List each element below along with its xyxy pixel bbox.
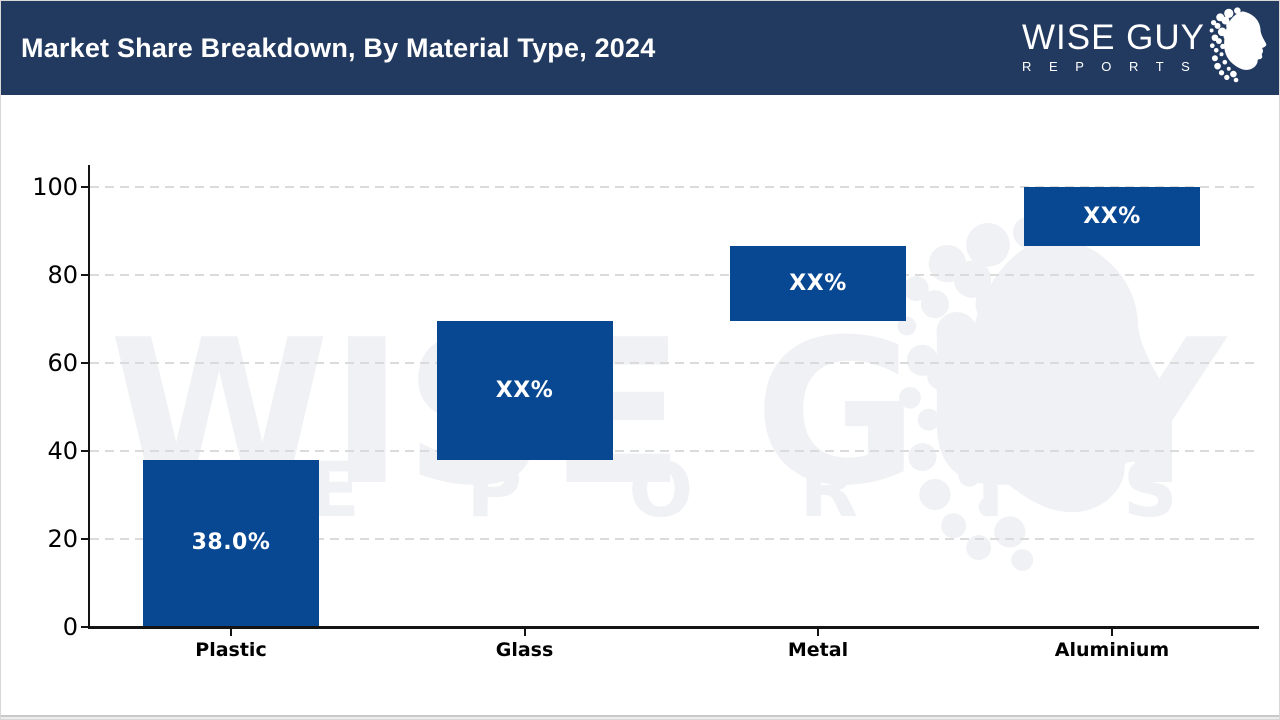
y-tick-60 [81,361,90,364]
gridline-60 [90,361,1259,364]
y-tick-40 [81,449,90,452]
x-tick-aluminium [1111,628,1113,636]
bottom-border-fade [1,717,1279,719]
wiseguy-logo: WISE GUY R E P O R T S [1022,6,1273,88]
x-tick-metal [817,628,819,636]
header-bar: Market Share Breakdown, By Material Type… [1,1,1279,95]
x-tick-plastic [230,628,232,636]
x-tick-glass [523,628,526,636]
y-tick-100 [81,186,90,189]
y-tick-label-80: 80 [47,260,78,289]
y-tick-label-0: 0 [62,612,78,641]
bar-plastic: 38.0% [143,459,319,627]
bar-aluminium: XX% [1024,187,1200,247]
logo-subtext: R E P O R T S [1021,58,1197,74]
bar-value-label: XX% [495,377,554,403]
logo-wordmark: WISE GUY [1021,18,1205,58]
bar-value-label: 38.0% [191,530,271,556]
gridline-100 [90,186,1259,189]
chart-title: Market Share Breakdown, By Material Type… [21,32,656,63]
x-axis-spine [88,625,1259,629]
bar-glass: XX% [436,320,613,460]
bar-metal: XX% [730,246,906,321]
y-tick-80 [81,273,90,276]
y-axis-spine [88,165,90,629]
gridline-80 [90,273,1259,276]
x-category-label-aluminium: Aluminium [1054,639,1170,661]
y-tick-0 [81,625,90,628]
y-tick-label-60: 60 [47,348,78,377]
x-category-label-metal: Metal [787,639,849,661]
gridline-20 [90,537,1259,540]
y-tick-20 [81,537,90,540]
y-tick-label-40: 40 [47,436,78,465]
logo-text: WISE GUY R E P O R T S [1021,18,1205,74]
x-category-label-plastic: Plastic [195,639,267,661]
y-tick-label-100: 100 [32,173,78,202]
logo-head-icon [1209,7,1267,83]
bar-value-label: XX% [1083,204,1141,230]
gridline-40 [90,449,1259,452]
x-category-label-glass: Glass [495,639,554,661]
bar-value-label: XX% [789,271,847,296]
bottom-border-line [1,715,1279,717]
y-tick-label-20: 20 [47,524,78,553]
